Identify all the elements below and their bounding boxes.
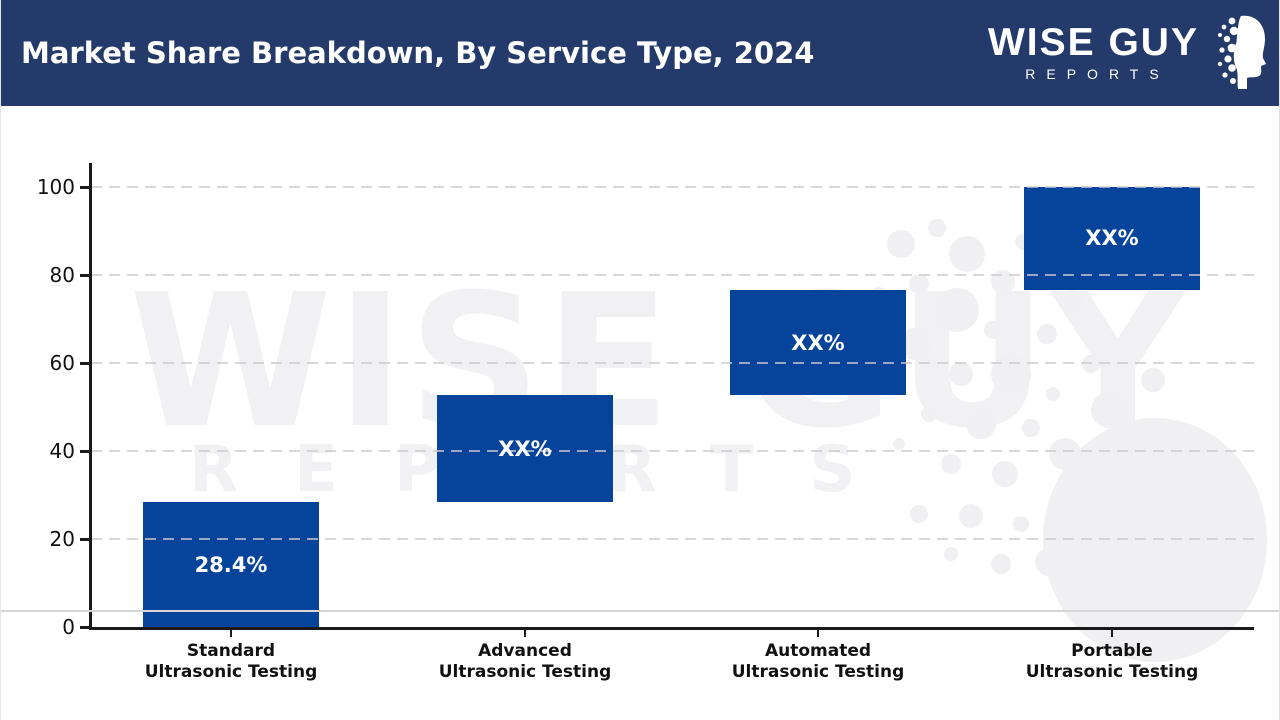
header-band: Market Share Breakdown, By Service Type,… <box>1 0 1279 106</box>
gridline-100 <box>91 186 1254 188</box>
y-tick-20 <box>80 537 89 541</box>
watermark-face-dots <box>872 219 1267 662</box>
y-tick-label-40: 40 <box>49 439 75 463</box>
y-tick-label-60: 60 <box>49 351 75 375</box>
bar-standard <box>143 502 319 627</box>
category-label-advanced: Advanced Ultrasonic Testing <box>438 641 612 682</box>
chart-title: Market Share Breakdown, By Service Type,… <box>21 36 815 70</box>
y-tick-40 <box>80 449 89 453</box>
y-tick-label-80: 80 <box>49 263 75 287</box>
y-tick-80 <box>80 273 89 277</box>
y-tick-0 <box>80 625 89 629</box>
logo-sub-text: REPORTS <box>1025 65 1170 82</box>
bar-value-label-portable: XX% <box>1085 226 1139 251</box>
gridline-80 <box>91 274 1254 276</box>
gridline-60 <box>91 362 1254 364</box>
category-label-standard: Standard Ultrasonic Testing <box>144 641 318 682</box>
bar-advanced <box>437 395 613 503</box>
category-label-automated: Automated Ultrasonic Testing <box>731 641 905 682</box>
y-tick-100 <box>80 185 89 189</box>
y-tick-label-100: 100 <box>36 175 75 199</box>
bar-portable <box>1024 187 1200 290</box>
y-tick-60 <box>80 361 89 365</box>
x-tick-automated <box>817 629 819 637</box>
x-axis <box>89 627 1254 630</box>
bar-value-label-automated: XX% <box>791 330 845 355</box>
category-label-portable: Portable Ultrasonic Testing <box>1025 641 1199 682</box>
x-tick-standard <box>230 629 232 637</box>
wiseguy-logo: WISE GUY REPORTS <box>988 12 1267 92</box>
logo-face-icon <box>1217 15 1266 89</box>
x-tick-portable <box>1111 629 1113 637</box>
logo-name-text: WISE GUY <box>987 20 1199 64</box>
y-tick-label-20: 20 <box>49 527 75 551</box>
bar-value-label-advanced: XX% <box>498 436 552 461</box>
chart-area: WISE GUY REPORTS <box>1 106 1279 720</box>
y-axis <box>89 163 92 630</box>
gridline-40 <box>91 450 1254 452</box>
bottom-divider <box>1 610 1279 612</box>
x-tick-advanced <box>524 629 526 637</box>
gridline-20 <box>91 538 1254 540</box>
bar-value-label-standard: 28.4% <box>194 552 268 577</box>
y-tick-label-0: 0 <box>62 615 75 639</box>
bar-automated <box>730 289 906 396</box>
